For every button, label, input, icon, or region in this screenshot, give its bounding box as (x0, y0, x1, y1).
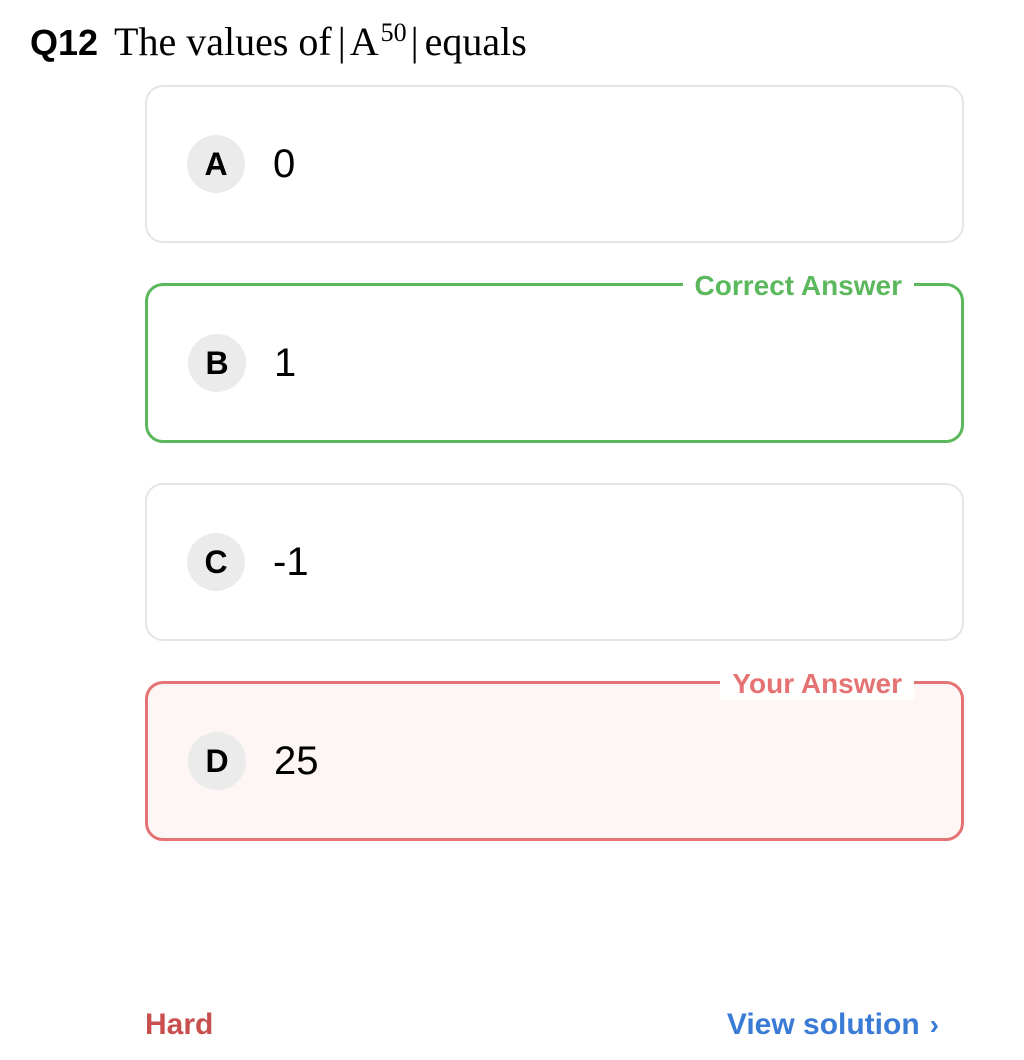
view-solution-label: View solution (727, 1008, 920, 1042)
math-bar-right: | (411, 18, 419, 65)
footer: Hard View solution › (0, 1008, 1024, 1042)
chevron-right-icon: › (930, 1009, 939, 1041)
option-value-a: 0 (273, 142, 295, 187)
option-value-b: 1 (274, 341, 296, 386)
option-value-c: -1 (273, 540, 309, 585)
option-a[interactable]: A 0 (145, 85, 964, 243)
question-text: The values of | A50 | equals (114, 18, 527, 65)
math-bar-left: | (338, 18, 346, 65)
math-expression: | A50 | (338, 18, 419, 65)
options-container: A 0 Correct Answer B 1 C -1 Your Answer … (0, 85, 1024, 841)
correct-answer-badge: Correct Answer (683, 270, 914, 302)
view-solution-button[interactable]: View solution › (727, 1008, 939, 1042)
math-superscript: 50 (381, 18, 407, 48)
question-text-before: The values of (114, 18, 332, 65)
option-letter-a: A (187, 135, 245, 193)
question-text-after: equals (425, 18, 527, 65)
option-letter-b: B (188, 334, 246, 392)
difficulty-label: Hard (145, 1008, 213, 1042)
option-letter-d: D (188, 732, 246, 790)
question-header: Q12 The values of | A50 | equals (0, 0, 1024, 85)
option-c[interactable]: C -1 (145, 483, 964, 641)
math-base: A (350, 18, 379, 65)
option-value-d: 25 (274, 739, 319, 784)
option-letter-c: C (187, 533, 245, 591)
option-d[interactable]: Your Answer D 25 (145, 681, 964, 841)
option-b[interactable]: Correct Answer B 1 (145, 283, 964, 443)
your-answer-badge: Your Answer (720, 668, 914, 700)
question-number: Q12 (30, 22, 98, 64)
